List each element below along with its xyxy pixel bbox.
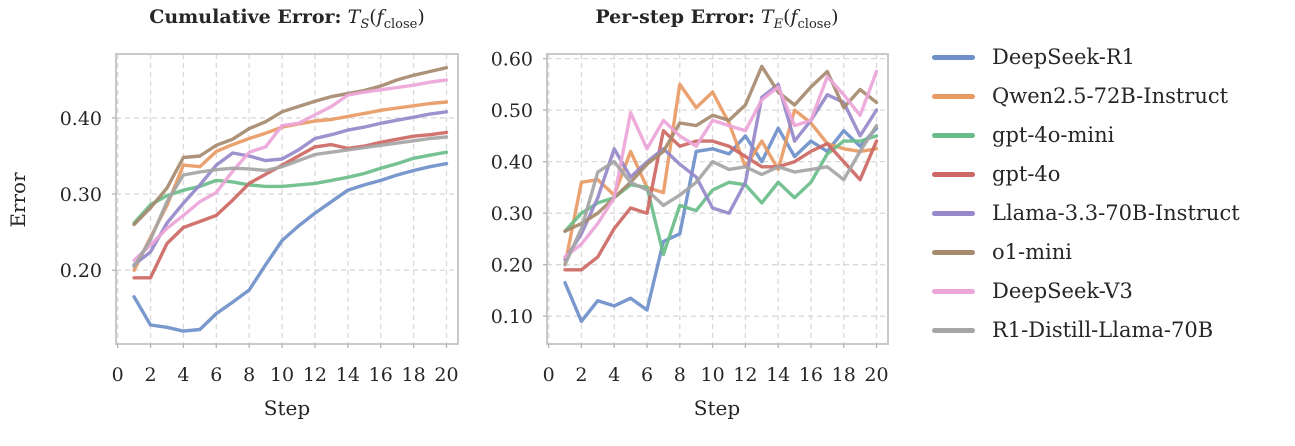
x-tick-label: 4 xyxy=(608,364,620,386)
x-tick-label: 20 xyxy=(434,364,458,386)
legend-label: gpt-4o-mini xyxy=(992,123,1115,147)
y-tick-label: 0.30 xyxy=(491,203,533,225)
title-T-symbol: T xyxy=(347,6,361,28)
legend-swatch xyxy=(932,288,975,294)
plot-border xyxy=(546,53,889,345)
y-tick-label: 0.30 xyxy=(60,184,102,206)
legend-item-r1-distill-llama-70b[interactable]: R1-Distill-Llama-70B xyxy=(932,317,1240,343)
title-prefix: Cumulative Error: xyxy=(149,6,342,28)
series-line-deepseek-r1 xyxy=(563,126,879,323)
x-tick-label: 0 xyxy=(543,364,555,386)
legend-label: DeepSeek-R1 xyxy=(992,45,1136,69)
y-tick-label: 0.40 xyxy=(60,108,102,130)
title-open-paren: ( xyxy=(783,6,791,28)
y-tick-label: 0.20 xyxy=(491,255,533,277)
left-chart-title: Cumulative Error: TS(fclose) xyxy=(87,6,487,32)
series-line-llama-3-3-70b-instruct xyxy=(132,110,449,267)
series-line-deepseek-r1 xyxy=(132,161,449,333)
legend-label: R1-Distill-Llama-70B xyxy=(992,318,1214,342)
legend-swatch xyxy=(932,54,975,60)
x-tick-label: 2 xyxy=(575,364,587,386)
y-axis-label: Error xyxy=(6,172,30,228)
y-tick-label: 0.60 xyxy=(491,49,533,71)
series-line-deepseek-v3 xyxy=(132,78,449,262)
y-tick-label: 0.20 xyxy=(60,260,102,282)
series-line-r1-distill-llama-70b xyxy=(132,135,449,269)
title-f-subscript: close xyxy=(383,16,418,32)
x-tick-label: 12 xyxy=(733,364,757,386)
title-open-paren: ( xyxy=(369,6,377,28)
series-line-llama-3-3-70b-instruct xyxy=(563,82,879,262)
x-tick-label: 6 xyxy=(641,364,653,386)
series-line-gpt-4o-mini xyxy=(132,150,449,225)
legend-item-qwen2-5-72b-instruct[interactable]: Qwen2.5-72B-Instruct xyxy=(932,83,1240,109)
right-chart-title: Per-step Error: TE(fclose) xyxy=(517,6,917,32)
title-T-subscript: E xyxy=(773,16,784,32)
legend-item-deepseek-r1[interactable]: DeepSeek-R1 xyxy=(932,44,1240,70)
legend-swatch xyxy=(932,171,975,177)
legend-item-deepseek-v3[interactable]: DeepSeek-V3 xyxy=(932,278,1240,304)
x-tick-label: 2 xyxy=(144,364,156,386)
x-tick-label: 0 xyxy=(112,364,124,386)
title-f-subscript: close xyxy=(797,16,832,32)
y-tick-label: 0.40 xyxy=(491,152,533,174)
title-f-symbol: f xyxy=(376,6,384,28)
x-tick-label: 14 xyxy=(766,364,790,386)
title-close-paren: ) xyxy=(417,6,425,28)
legend-swatch xyxy=(932,93,975,99)
right-x-axis-label: Step xyxy=(693,396,741,420)
title-prefix: Per-step Error: xyxy=(595,6,755,28)
series-line-gpt-4o xyxy=(563,128,879,272)
title-close-paren: ) xyxy=(831,6,839,28)
legend-label: DeepSeek-V3 xyxy=(992,279,1133,303)
series-line-deepseek-v3 xyxy=(563,69,879,259)
y-tick-label: 0.10 xyxy=(491,306,533,328)
x-tick-label: 8 xyxy=(243,364,255,386)
legend-label: Qwen2.5-72B-Instruct xyxy=(992,84,1229,108)
x-tick-label: 6 xyxy=(210,364,222,386)
legend-swatch xyxy=(932,210,975,216)
x-tick-label: 8 xyxy=(674,364,686,386)
x-tick-label: 18 xyxy=(832,364,856,386)
legend-item-gpt-4o[interactable]: gpt-4o xyxy=(932,161,1240,187)
x-tick-label: 4 xyxy=(177,364,189,386)
plot-area xyxy=(116,54,458,344)
legend-item-llama-3-3-70b-instruct[interactable]: Llama-3.3-70B-Instruct xyxy=(932,200,1240,226)
x-tick-label: 18 xyxy=(402,364,426,386)
x-tick-label: 10 xyxy=(700,364,724,386)
legend-item-o1-mini[interactable]: o1-mini xyxy=(932,239,1240,265)
x-tick-label: 20 xyxy=(864,364,888,386)
legend: DeepSeek-R1 Qwen2.5-72B-Instruct gpt-4o-mi… xyxy=(932,44,1240,356)
left-x-axis-label: Step xyxy=(263,396,311,420)
x-tick-label: 16 xyxy=(369,364,393,386)
x-tick-label: 14 xyxy=(336,364,360,386)
legend-label: o1-mini xyxy=(992,240,1072,264)
title-f-symbol: f xyxy=(790,6,798,28)
x-tick-label: 12 xyxy=(303,364,327,386)
title-T-symbol: T xyxy=(760,6,774,28)
plot-border xyxy=(115,53,459,345)
x-tick-label: 10 xyxy=(270,364,294,386)
series-line-r1-distill-llama-70b xyxy=(563,123,879,267)
legend-swatch xyxy=(932,132,975,138)
series-line-o1-mini xyxy=(563,64,879,233)
x-tick-label: 16 xyxy=(799,364,823,386)
left-chart: 0 2 4 6 8 10 12 14 16 18 20 0.20 0.30 0.40 xyxy=(60,53,459,386)
y-tick-label: 0.50 xyxy=(491,100,533,122)
legend-item-gpt-4o-mini[interactable]: gpt-4o-mini xyxy=(932,122,1240,148)
title-T-subscript: S xyxy=(360,16,370,32)
legend-label: Llama-3.3-70B-Instruct xyxy=(992,201,1240,225)
series-line-o1-mini xyxy=(132,65,449,227)
legend-label: gpt-4o xyxy=(992,162,1061,186)
legend-swatch xyxy=(932,249,975,255)
legend-swatch xyxy=(932,327,975,333)
right-chart: 0 2 4 6 8 10 12 14 16 18 20 0.10 0.20 0.30 0.40 0.50 0.6… xyxy=(491,49,889,386)
series-line-gpt-4o xyxy=(132,130,449,280)
